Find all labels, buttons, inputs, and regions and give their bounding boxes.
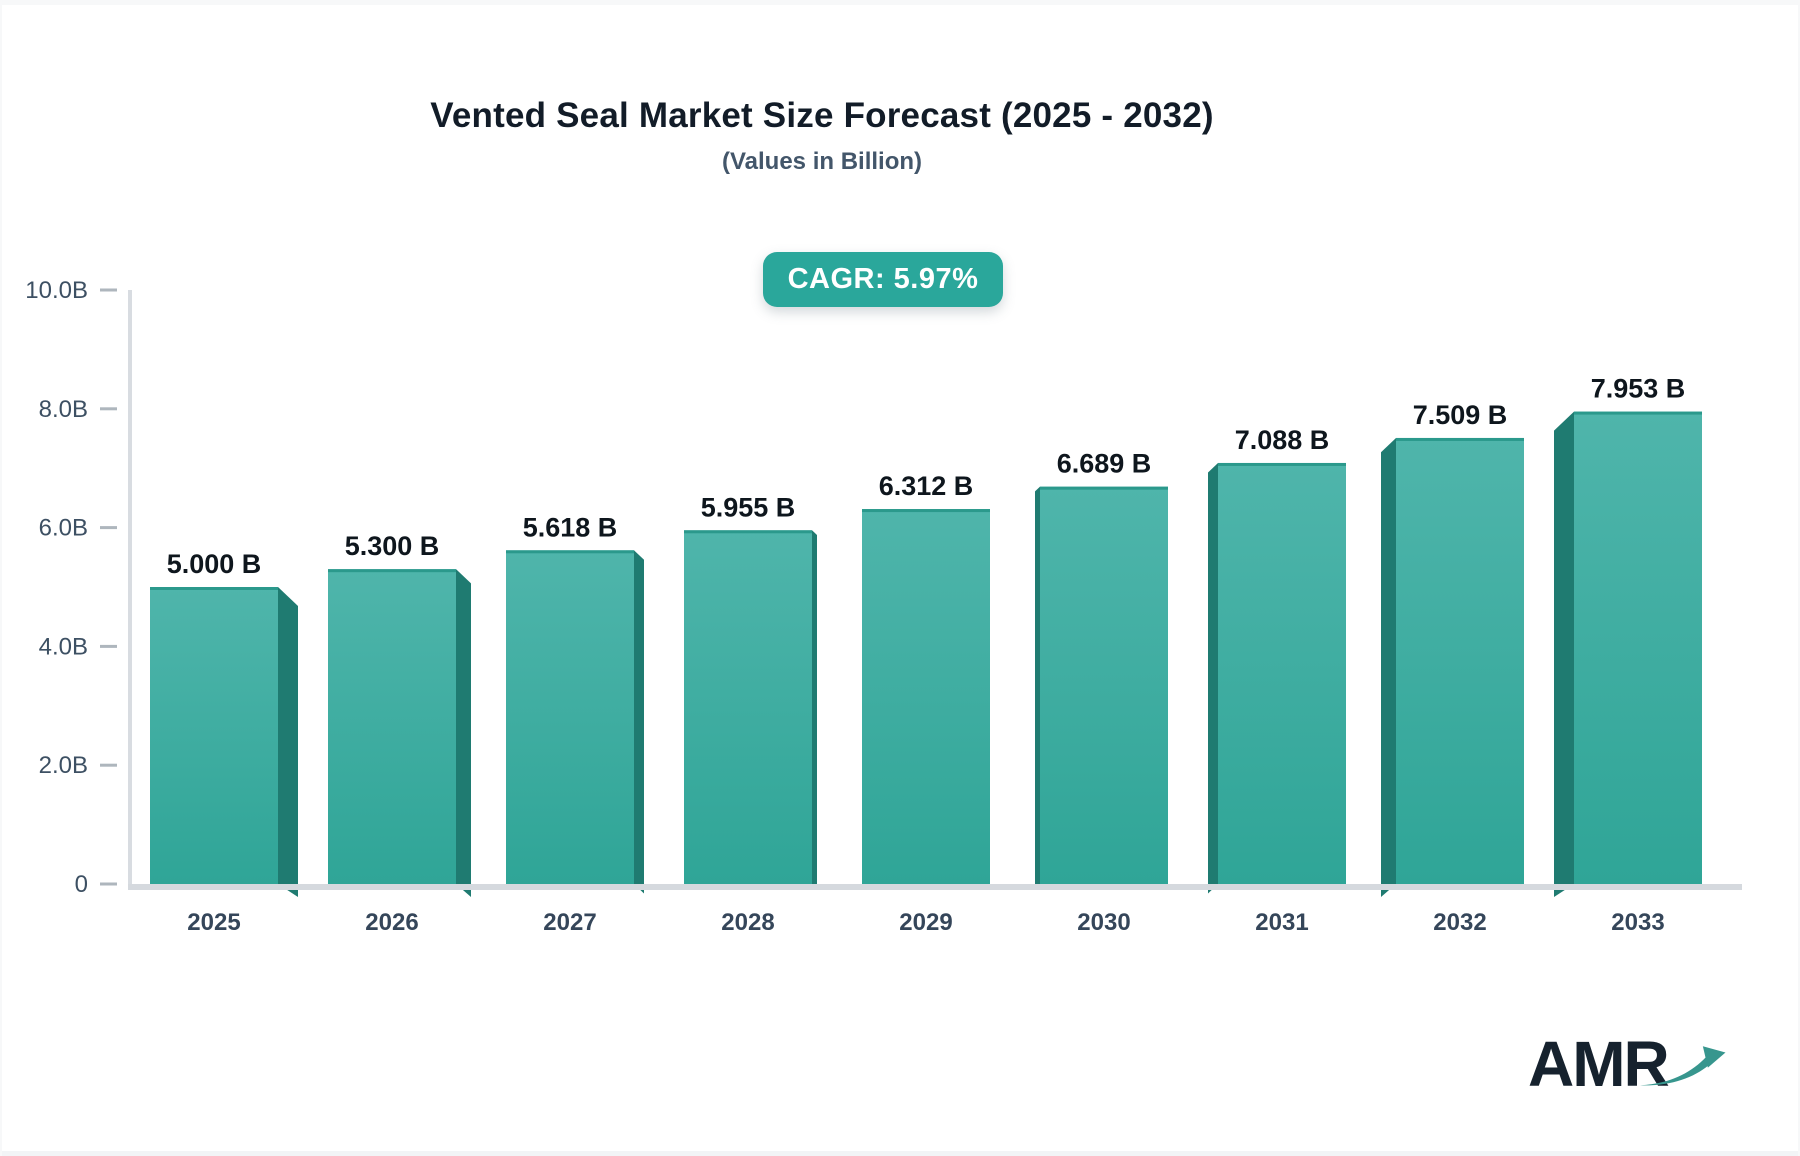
bar-top-edge-2028	[684, 530, 812, 534]
chart-title: Vented Seal Market Size Forecast (2025 -…	[430, 96, 1214, 135]
bar-2033	[1574, 411, 1702, 884]
cagr-badge-label: CAGR: 5.97%	[787, 263, 979, 295]
bar-2026	[328, 569, 456, 884]
y-tick-label-0: 0	[75, 871, 88, 898]
growth-arrow-icon	[1640, 1046, 1726, 1086]
bar-2031	[1218, 462, 1346, 884]
x-tick-label-2032: 2032	[1433, 909, 1486, 936]
bar-side-2026	[456, 569, 471, 897]
bar-top-edge-2025	[150, 587, 278, 590]
bar-side-2027	[634, 550, 644, 894]
y-tick-label-8.0B: 8.0B	[39, 396, 88, 423]
x-tick-label-2028: 2028	[721, 909, 774, 936]
bar-2032	[1396, 437, 1524, 884]
amr-logo: AMR	[1528, 1032, 1726, 1112]
bar-value-label-2025: 5.000 B	[167, 549, 262, 579]
bar-value-label-2027: 5.618 B	[523, 512, 618, 542]
frame-edge-left	[0, 0, 2, 1156]
x-tick-label-2029: 2029	[899, 909, 952, 936]
frame-edge-bottom	[0, 1151, 1800, 1156]
y-tick-label-2.0B: 2.0B	[39, 752, 88, 779]
chart-subtitle: (Values in Billion)	[721, 148, 923, 175]
bar-top-edge-2026	[328, 569, 456, 573]
y-tick-label-4.0B: 4.0B	[39, 633, 88, 660]
bar-side-2033	[1554, 411, 1574, 897]
x-tick-label-2025: 2025	[187, 909, 240, 936]
bar-side-2032	[1381, 437, 1396, 897]
bar-2027	[506, 550, 634, 884]
bar-side-2031	[1208, 462, 1218, 894]
bar-2030	[1040, 486, 1168, 884]
y-tick-mark-6.0B	[100, 526, 117, 530]
bar-value-label-2028: 5.955 B	[701, 492, 796, 522]
bar-top-edge-2027	[506, 550, 634, 554]
x-tick-label-2031: 2031	[1255, 909, 1308, 936]
y-axis-line	[128, 290, 132, 890]
bar-2028	[684, 530, 812, 884]
bar-top-edge-2032	[1396, 437, 1524, 441]
y-tick-mark-8.0B	[100, 407, 117, 411]
bar-2029	[862, 509, 990, 884]
bar-side-2028	[812, 530, 817, 889]
y-tick-label-6.0B: 6.0B	[39, 515, 88, 542]
y-tick-mark-0	[100, 882, 117, 886]
x-tick-label-2033: 2033	[1611, 909, 1664, 936]
x-tick-label-2027: 2027	[543, 909, 596, 936]
bar-value-label-2029: 6.312 B	[879, 471, 974, 501]
bar-side-2030	[1035, 486, 1040, 889]
bar-2025	[150, 587, 278, 884]
bar-top-edge-2033	[1574, 411, 1702, 415]
y-tick-label-10.0B: 10.0B	[25, 277, 88, 304]
x-axis-baseline	[128, 884, 1742, 890]
y-tick-mark-4.0B	[100, 644, 117, 648]
frame-edge-right	[1798, 0, 1800, 1156]
frame-edge-top	[0, 0, 1800, 5]
bar-top-edge-2031	[1218, 462, 1346, 466]
y-tick-mark-10.0B	[100, 288, 117, 292]
bar-value-label-2032: 7.509 B	[1413, 400, 1508, 430]
bar-value-label-2026: 5.300 B	[345, 531, 440, 561]
bar-value-label-2031: 7.088 B	[1235, 425, 1330, 455]
bar-top-edge-2030	[1040, 486, 1168, 490]
x-tick-label-2026: 2026	[365, 909, 418, 936]
bar-value-label-2033: 7.953 B	[1591, 374, 1686, 404]
bar-value-label-2030: 6.689 B	[1057, 449, 1152, 479]
x-tick-label-2030: 2030	[1077, 909, 1130, 936]
bar-top-edge-2029	[862, 509, 990, 513]
bar-side-2025	[278, 587, 298, 897]
cagr-badge: CAGR: 5.97%	[763, 252, 1003, 307]
y-tick-mark-2.0B	[100, 763, 117, 767]
